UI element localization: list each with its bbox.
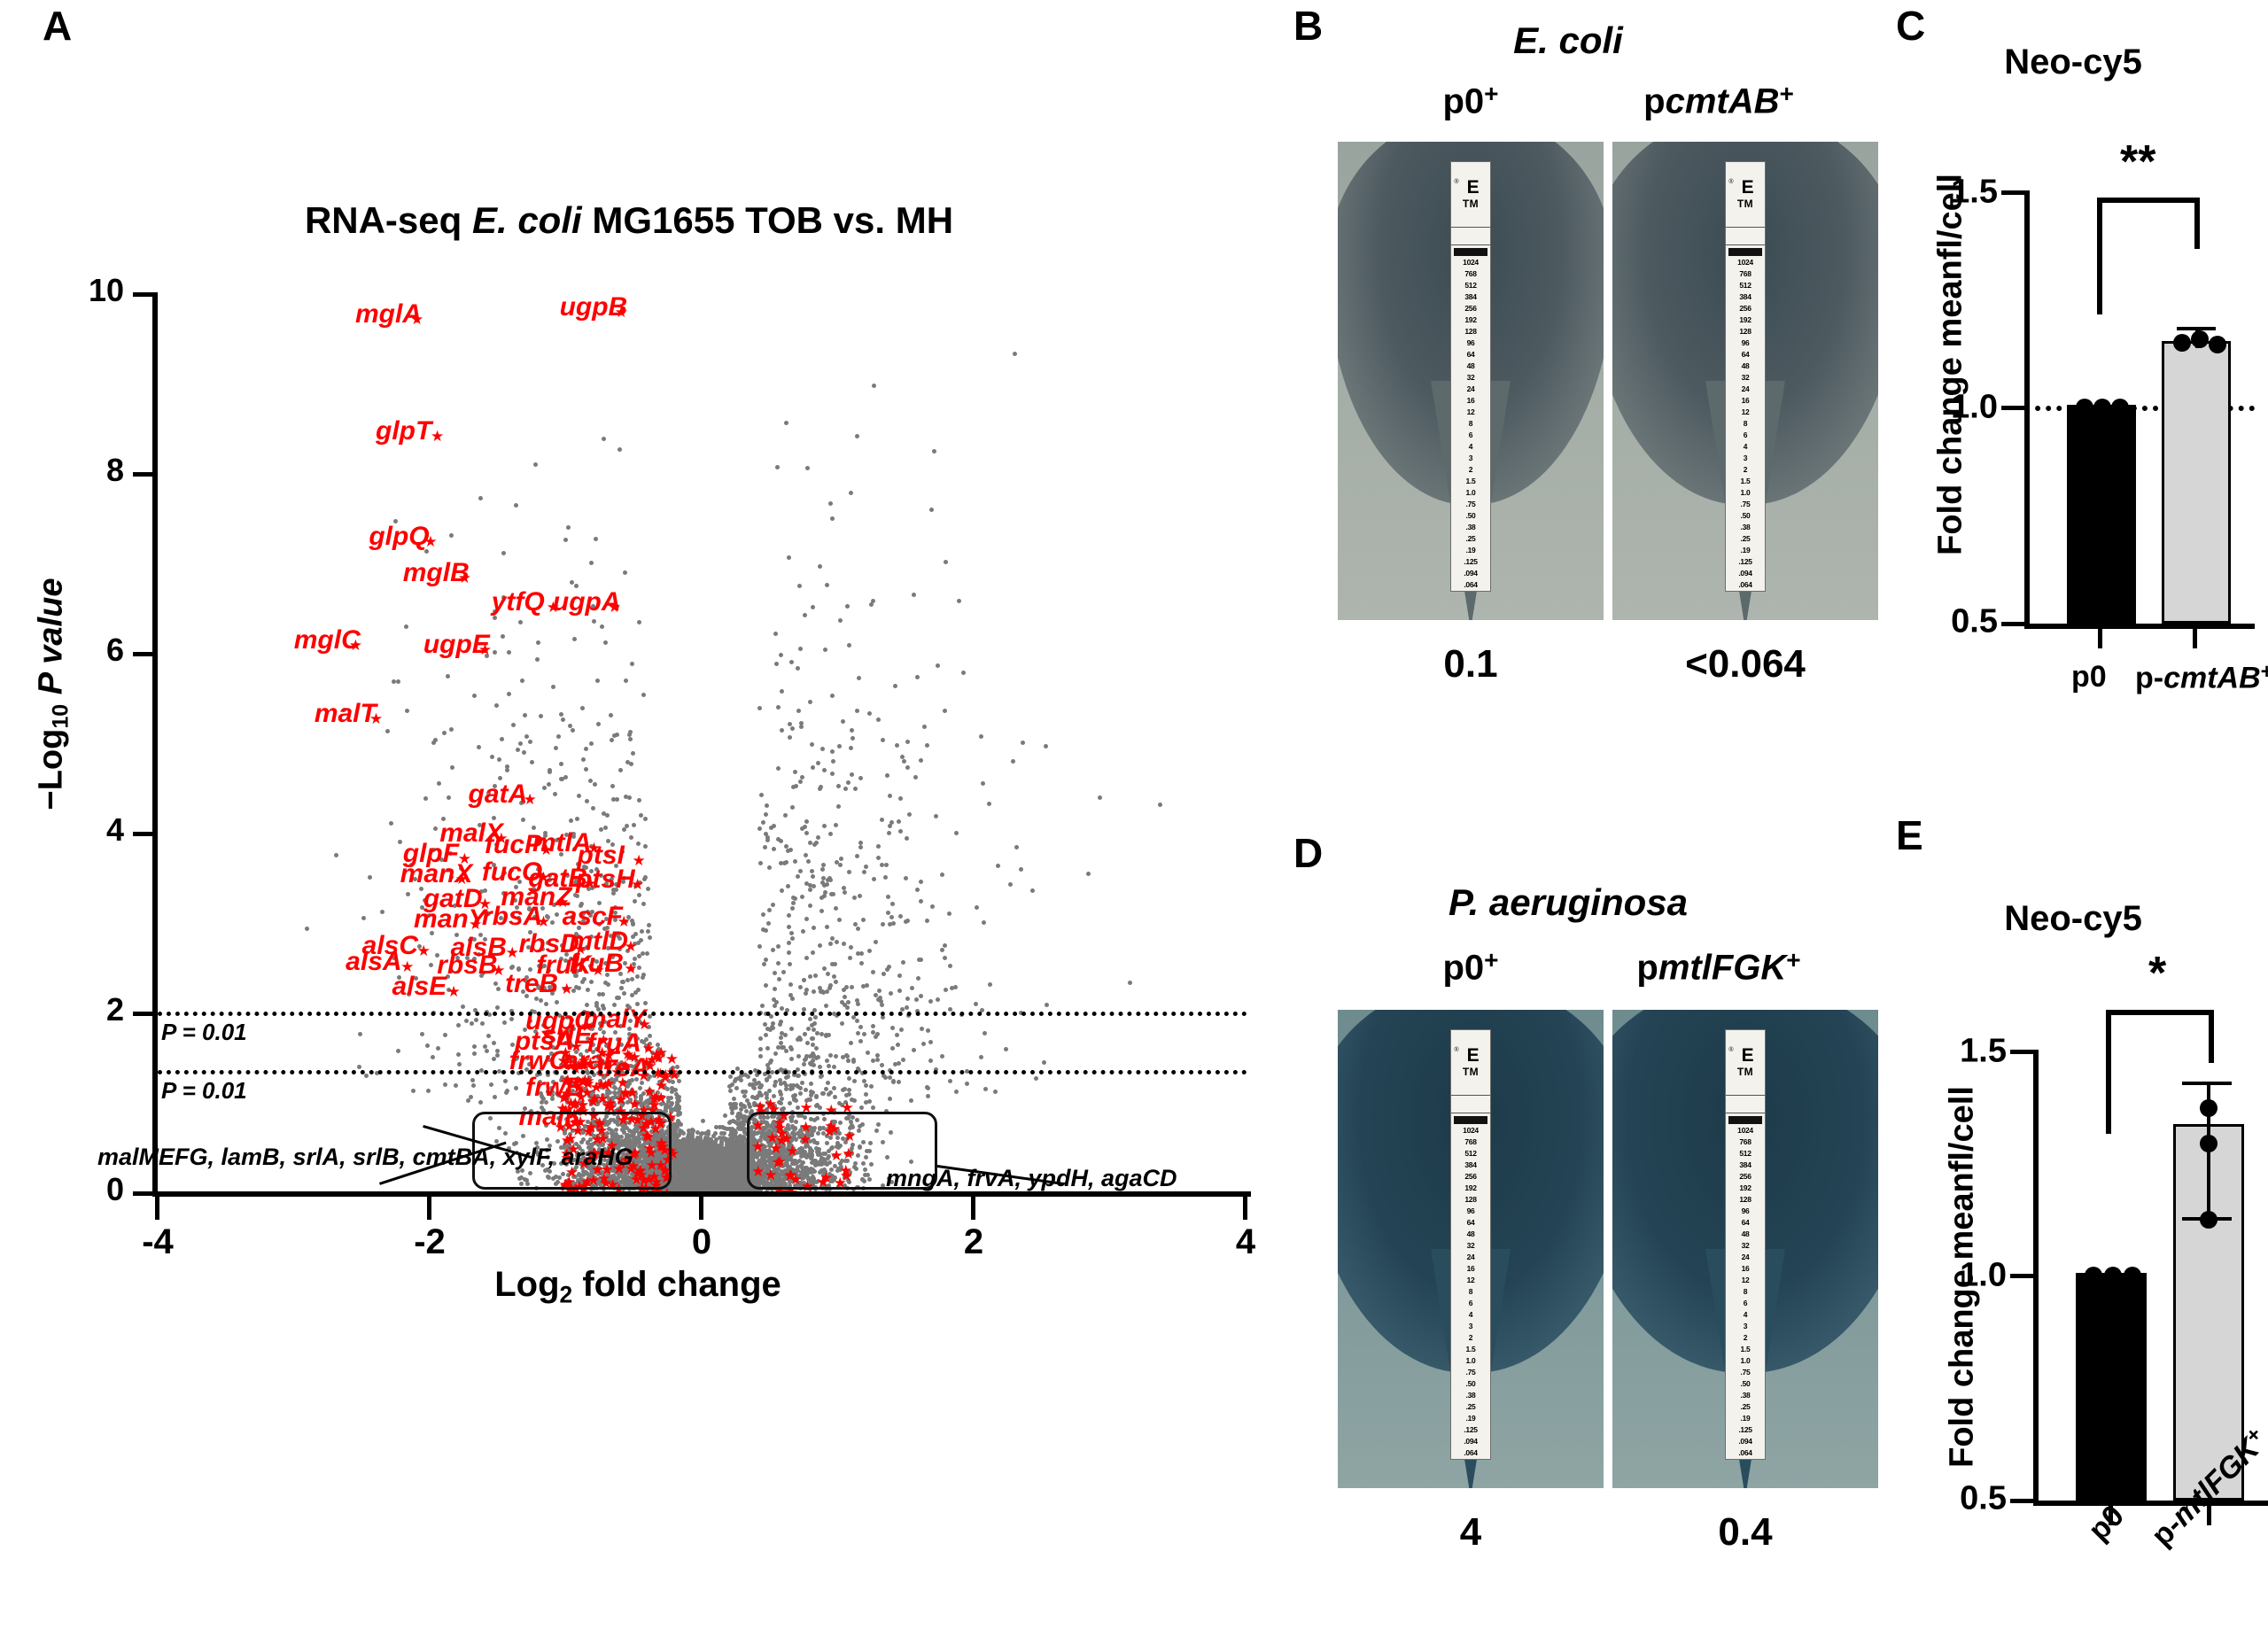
x-tick--4 <box>155 1197 159 1220</box>
scatter-point <box>772 1146 777 1152</box>
scatter-point <box>703 1130 708 1136</box>
title-part-2: MG1655 TOB vs. MH <box>581 199 954 241</box>
x-tick-0 <box>699 1197 703 1220</box>
x-tick--2 <box>427 1197 431 1220</box>
scatter-point <box>686 1128 691 1134</box>
y-tick-10 <box>133 292 154 297</box>
scatter-point <box>687 1183 693 1188</box>
scatter-point <box>732 1096 737 1101</box>
y-tick-8 <box>133 472 154 477</box>
scatter-point <box>723 1113 728 1118</box>
x-tick-label-2: 2 <box>963 1222 984 1261</box>
scatter-point <box>722 1183 727 1189</box>
scatter-point <box>851 1079 857 1084</box>
scatter-point <box>708 1176 713 1182</box>
title-part-1: RNA-seq <box>304 199 472 241</box>
title-species: E. coli <box>471 199 582 241</box>
y-tick-label-0: 0 <box>105 1171 124 1207</box>
x-tick-label-4: 4 <box>1235 1222 1256 1261</box>
y-tick-label-8: 8 <box>105 452 124 488</box>
scatter-point <box>681 1130 687 1136</box>
scatter-point <box>706 1156 711 1161</box>
scatter-point <box>694 1188 699 1191</box>
volcano-plot-area: ★ ★ ★ ★ ★ ★ ★ ★ ★ ★ ★ ★ ★ ★ ★ ★ ★ ★ ★ ★ ★ ★ ★ ★ ★ ★ ★ ★ ★ ★ ★ ★ ★ ★ ★ ★ ★ ★ ★ ★… <box>158 292 1247 1191</box>
scatter-point <box>720 1152 726 1157</box>
scatter-point <box>687 1146 692 1152</box>
x-axis-label-suffix: fold change <box>572 1265 781 1304</box>
scatter-point <box>708 1136 713 1142</box>
x-tick-label--2: -2 <box>414 1222 446 1261</box>
y-tick-label-4: 4 <box>105 811 124 848</box>
x-tick-label-0: 0 <box>691 1222 712 1261</box>
scatter-point <box>641 1188 646 1191</box>
scatter-point <box>683 1144 687 1149</box>
scatter-point <box>718 1175 724 1181</box>
y-tick-4 <box>133 832 154 836</box>
panel-a-title: RNA-seq E. coli MG1655 TOB vs. MH <box>266 199 992 242</box>
scatter-point <box>712 1130 718 1136</box>
x-tick-label--4: -4 <box>142 1222 174 1261</box>
scatter-point <box>721 1188 726 1191</box>
y-tick-0 <box>133 1191 154 1196</box>
scatter-point <box>714 1186 719 1191</box>
y-axis-label: −Log10 P value <box>32 429 74 960</box>
scatter-point <box>718 1131 724 1136</box>
scatter-point <box>701 1118 706 1123</box>
y-axis-label-prefix: −Log <box>32 728 70 810</box>
scatter-point <box>687 1189 693 1191</box>
x-axis-label: Log2 fold change <box>372 1265 904 1308</box>
y-axis-label-sub: 10 <box>48 703 74 729</box>
scatter-point <box>680 1167 686 1173</box>
x-axis-line <box>152 1191 1251 1197</box>
y-tick-label-10: 10 <box>88 272 124 308</box>
y-tick-2 <box>133 1012 154 1016</box>
y-tick-label-6: 6 <box>105 632 124 668</box>
scatter-point <box>685 1176 690 1182</box>
scatter-point <box>685 1171 690 1176</box>
scatter-point <box>698 1131 703 1136</box>
x-axis-label-sub: 2 <box>559 1281 573 1308</box>
panel-letter-a: A <box>43 3 73 49</box>
y-axis-line <box>152 292 158 1197</box>
scatter-point <box>688 1160 694 1165</box>
scatter-point <box>712 1139 718 1144</box>
y-axis-label-suffix: P value <box>32 578 70 704</box>
x-axis-label-prefix: Log <box>494 1265 560 1304</box>
scatter-point <box>720 1125 726 1130</box>
y-tick-6 <box>133 652 154 656</box>
scatter-point <box>712 1158 718 1163</box>
x-tick-4 <box>1243 1197 1247 1220</box>
x-tick-2 <box>971 1197 975 1220</box>
panel-a-volcano-plot: A RNA-seq E. coli MG1655 TOB vs. MH 0 2 … <box>0 0 1258 1307</box>
y-tick-label-2: 2 <box>105 991 124 1028</box>
scatter-point <box>690 1131 695 1136</box>
